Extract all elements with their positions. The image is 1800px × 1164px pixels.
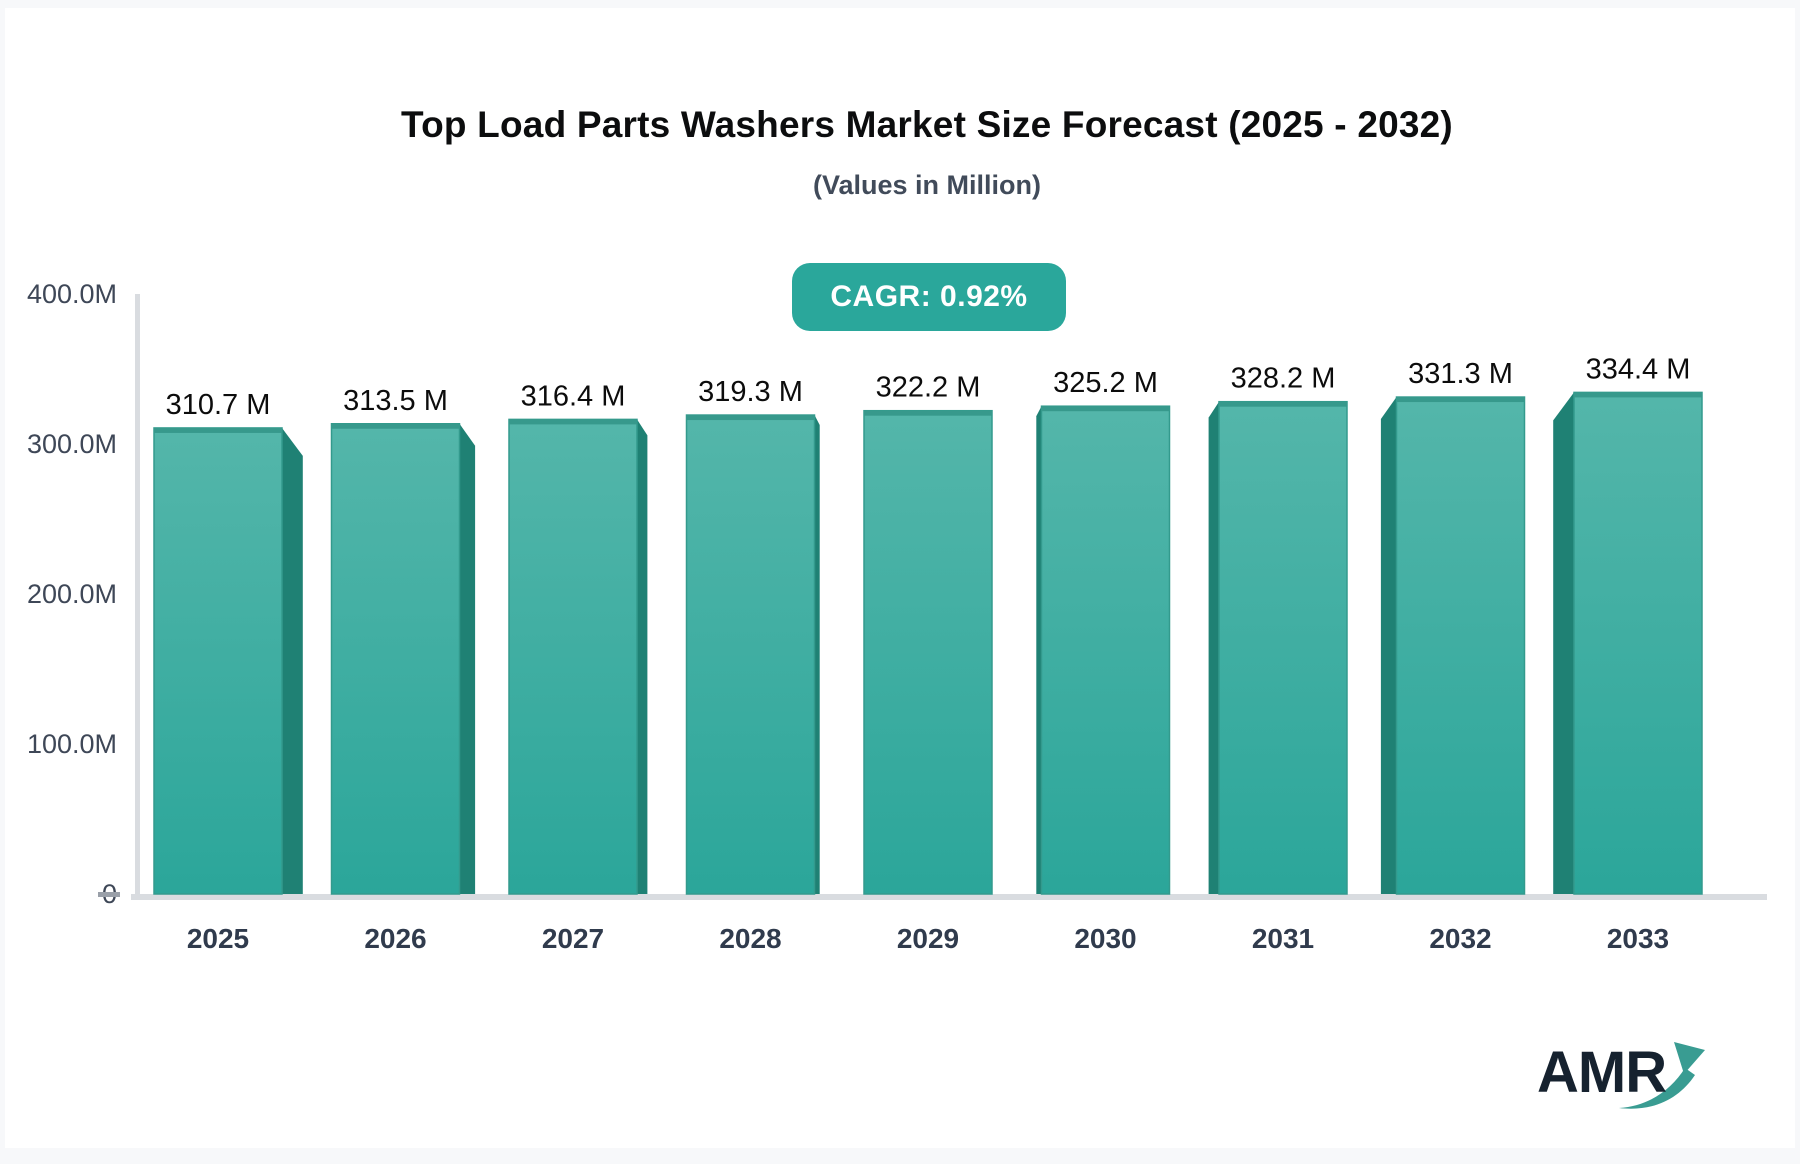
bar-value-label: 322.2 M: [876, 372, 981, 404]
x-tick-label: 2031: [1252, 923, 1314, 954]
y-tick-label: 400.0M: [27, 279, 117, 309]
chart-card: Top Load Parts Washers Market Size Forec…: [5, 8, 1795, 1148]
bar-value-label: 325.2 M: [1053, 367, 1158, 399]
bar-value-label: 313.5 M: [343, 385, 448, 417]
x-tick-label: 2032: [1429, 923, 1491, 954]
bar: [1573, 391, 1703, 895]
bar-top-edge: [509, 419, 637, 425]
bar-value-label: 316.4 M: [521, 380, 626, 412]
bar-value-label: 310.7 M: [166, 389, 271, 421]
bar-value-label: 319.3 M: [698, 376, 803, 408]
bar-value-label: 328.2 M: [1231, 363, 1336, 395]
bar: [153, 427, 283, 895]
bar-side-face: [814, 415, 820, 894]
bar-side-face: [1036, 406, 1042, 894]
bar-side-face: [459, 423, 476, 894]
bar-side-face: [637, 419, 648, 894]
amr-logo: AMR: [1537, 1040, 1705, 1109]
y-tick-label: 300.0M: [27, 429, 117, 459]
x-tick-label: 2026: [364, 923, 426, 954]
bar-top-edge: [1219, 401, 1347, 407]
x-tick-label: 2028: [719, 923, 781, 954]
bar-side-face: [1380, 397, 1397, 894]
bar: [508, 418, 638, 895]
bar: [863, 409, 993, 895]
logo-text: AMR: [1537, 1040, 1666, 1105]
bar-top-edge: [1396, 397, 1525, 403]
logo-arrowhead-icon: [1674, 1042, 1705, 1074]
x-tick-label: 2030: [1074, 923, 1136, 954]
y-tick-label: 100.0M: [27, 729, 117, 759]
zero-tick-mark: [98, 892, 120, 897]
chart-subtitle: (Values in Million): [812, 170, 1042, 200]
bar-top-edge: [154, 427, 282, 433]
bar-top-edge: [1041, 406, 1170, 412]
bar: [1040, 405, 1171, 895]
x-tick-label: 2029: [897, 923, 959, 954]
y-tick-label: 200.0M: [27, 579, 117, 609]
bar-value-label: 331.3 M: [1408, 358, 1513, 390]
bar-top-edge: [686, 415, 815, 421]
bar-top-edge: [331, 423, 460, 429]
bar-top-edge: [1574, 392, 1702, 398]
x-tick-label: 2033: [1607, 923, 1669, 954]
chart-title: Top Load Parts Washers Market Size Forec…: [401, 104, 1453, 145]
bar: [330, 423, 461, 895]
cagr-badge: CAGR: 0.92%: [792, 263, 1066, 331]
bar-side-face: [1553, 392, 1574, 894]
bar-side-face: [1208, 401, 1219, 894]
bar: [1395, 396, 1526, 895]
x-tick-label: 2025: [187, 923, 249, 954]
x-axis-line: [131, 894, 1767, 900]
logo-arrow-icon: [1619, 1068, 1695, 1109]
bar-side-face: [282, 427, 303, 894]
bar: [1218, 400, 1348, 895]
cagr-badge-label: CAGR: 0.92%: [830, 280, 1028, 313]
bar: [685, 414, 816, 895]
y-axis-line: [135, 294, 140, 894]
bar-value-label: 334.4 M: [1586, 353, 1691, 385]
x-tick-label: 2027: [542, 923, 604, 954]
bar-top-edge: [864, 410, 992, 416]
